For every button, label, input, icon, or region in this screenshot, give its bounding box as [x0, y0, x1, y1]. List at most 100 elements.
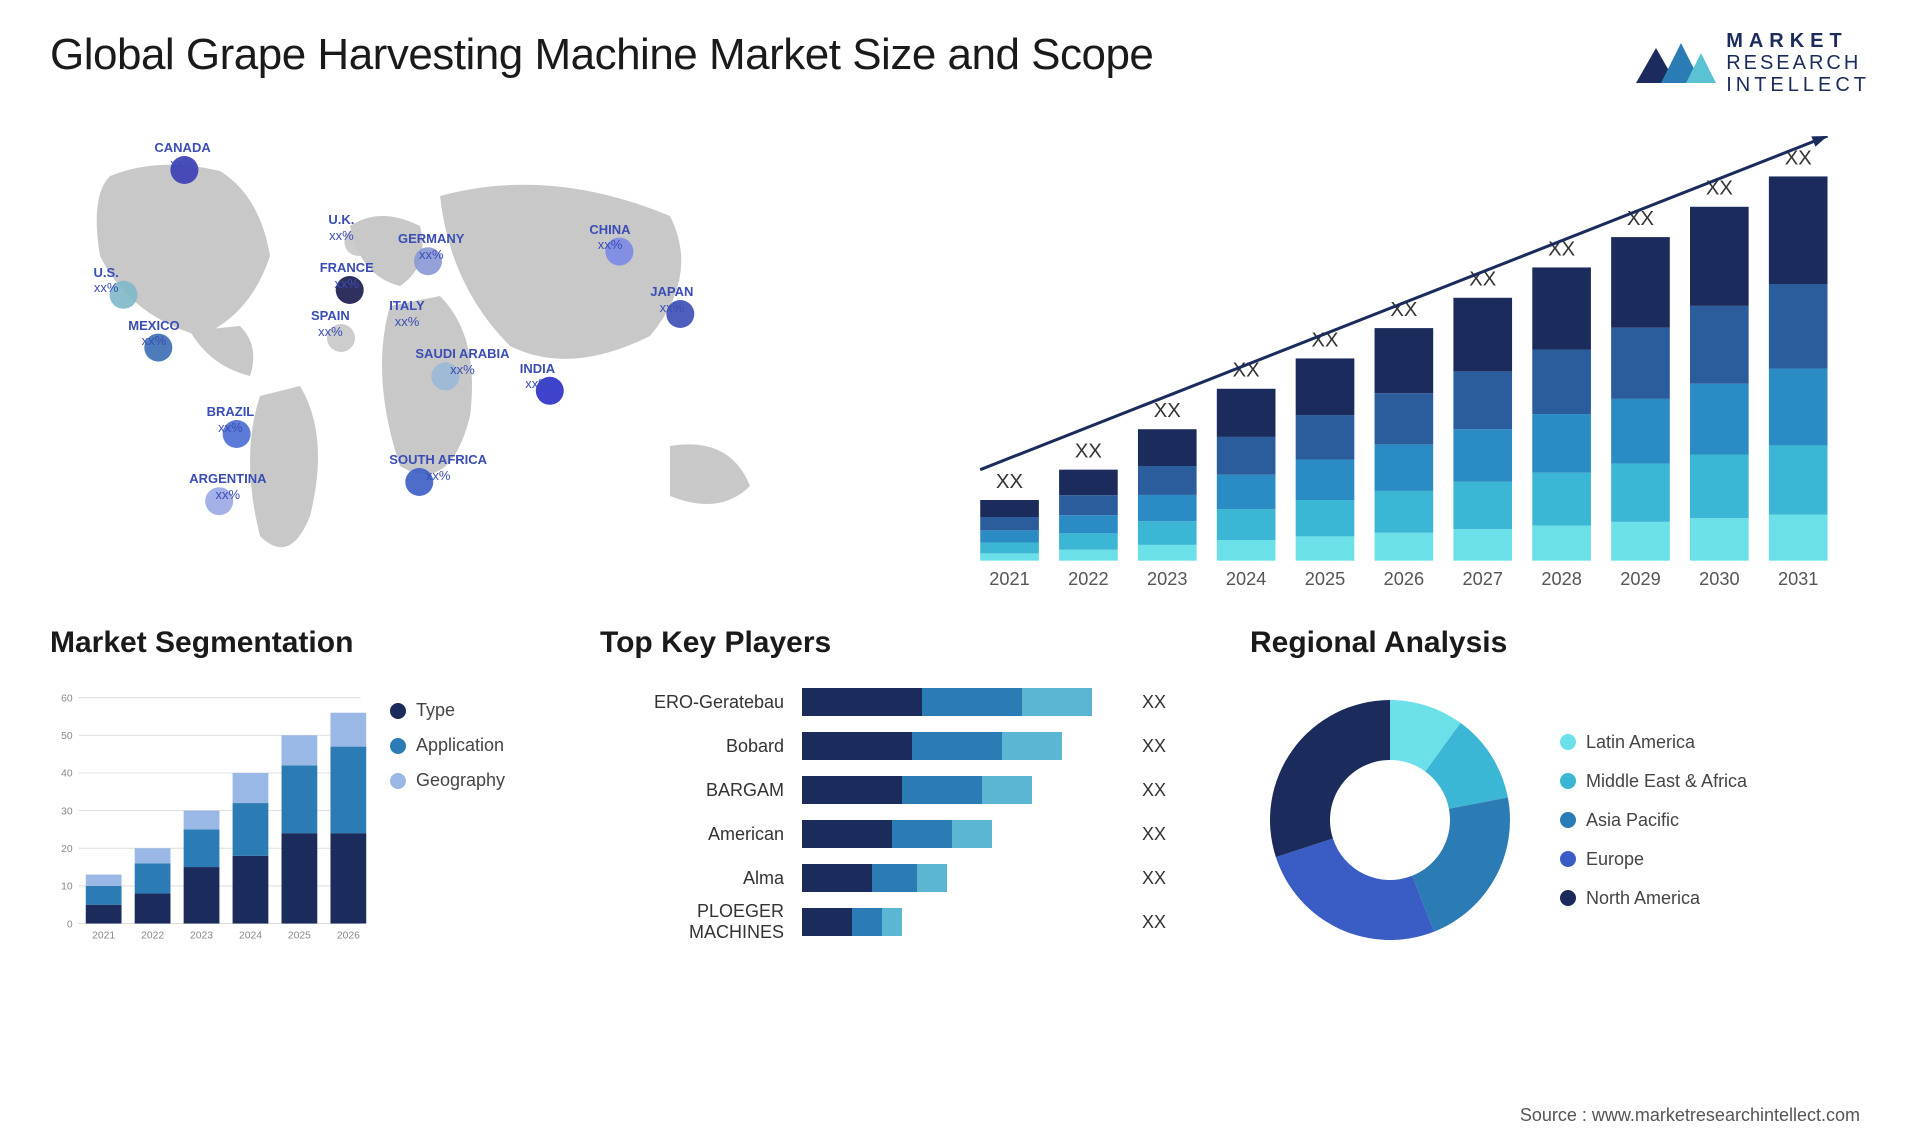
player-bar-segment	[892, 820, 952, 848]
logo-text-3: INTELLECT	[1726, 74, 1870, 96]
svg-text:10: 10	[61, 882, 73, 893]
growth-chart: 2021XX2022XX2023XX2024XX2025XX2026XX2027…	[960, 136, 1870, 601]
player-bar-segment	[922, 688, 1022, 716]
player-bar	[802, 732, 1122, 760]
logo-text-1: MARKET	[1726, 30, 1870, 52]
player-value: XX	[1142, 824, 1166, 845]
logo-text-2: RESEARCH	[1726, 52, 1870, 74]
map-label-u-s-: U.S.xx%	[94, 265, 119, 296]
player-bar-segment	[917, 864, 947, 892]
player-label: Bobard	[600, 736, 790, 757]
page-title: Global Grape Harvesting Machine Market S…	[50, 30, 1153, 80]
regional-donut-chart	[1250, 680, 1530, 960]
legend-swatch-icon	[390, 703, 406, 719]
player-row: BobardXX	[600, 724, 1220, 768]
player-bar-segment	[802, 820, 892, 848]
legend-swatch-icon	[1560, 812, 1576, 828]
player-row: American XX	[600, 812, 1220, 856]
svg-text:XX: XX	[1154, 400, 1181, 422]
svg-text:60: 60	[61, 693, 73, 704]
regional-title: Regional Analysis	[1250, 626, 1870, 660]
player-row: BARGAM XX	[600, 768, 1220, 812]
map-label-u-k-: U.K.xx%	[328, 212, 354, 243]
logo-mark-icon	[1636, 33, 1716, 93]
svg-text:20: 20	[61, 844, 73, 855]
player-value: XX	[1142, 692, 1166, 713]
svg-text:2025: 2025	[288, 931, 311, 942]
svg-text:2021: 2021	[92, 931, 115, 942]
svg-text:2030: 2030	[1699, 569, 1739, 589]
regional-legend-item: Europe	[1560, 849, 1747, 870]
player-value: XX	[1142, 912, 1166, 933]
svg-text:2023: 2023	[1147, 569, 1187, 589]
svg-text:40: 40	[61, 769, 73, 780]
legend-swatch-icon	[1560, 890, 1576, 906]
legend-label: Type	[416, 700, 455, 721]
legend-swatch-icon	[1560, 734, 1576, 750]
player-value: XX	[1142, 780, 1166, 801]
player-bar-segment	[882, 908, 902, 936]
svg-text:XX: XX	[1627, 208, 1654, 230]
player-label: BARGAM	[600, 780, 790, 801]
svg-text:2022: 2022	[1068, 569, 1108, 589]
player-bar	[802, 820, 1122, 848]
regional-legend-item: Latin America	[1560, 732, 1747, 753]
regional-panel: Regional Analysis Latin America Middle Ea…	[1250, 626, 1870, 980]
map-label-italy: ITALYxx%	[389, 298, 424, 329]
svg-text:2023: 2023	[190, 931, 213, 942]
player-bar	[802, 776, 1122, 804]
regional-legend-item: North America	[1560, 888, 1747, 909]
svg-text:XX: XX	[1075, 441, 1102, 463]
player-label: ERO-Geratebau	[600, 692, 790, 713]
segmentation-title: Market Segmentation	[50, 626, 570, 660]
player-row: AlmaXX	[600, 856, 1220, 900]
svg-text:2022: 2022	[141, 931, 164, 942]
svg-text:2024: 2024	[239, 931, 262, 942]
players-chart: ERO-GeratebauXXBobardXXBARGAMXXAmericanX…	[600, 680, 1220, 980]
segmentation-chart: 0102030405060202120222023202420252026	[50, 680, 370, 960]
legend-label: Application	[416, 735, 504, 756]
segmentation-legend-item: Type	[390, 700, 505, 721]
world-map-panel: CANADAxx%U.S.xx%MEXICOxx%BRAZILxx%ARGENT…	[50, 116, 920, 596]
player-label: PLOEGER MACHINES	[600, 901, 790, 943]
svg-text:2024: 2024	[1226, 569, 1266, 589]
svg-text:2028: 2028	[1541, 569, 1581, 589]
player-bar-segment	[1022, 688, 1092, 716]
segmentation-legend-item: Geography	[390, 770, 505, 791]
legend-label: Europe	[1586, 849, 1644, 870]
svg-text:2026: 2026	[337, 931, 360, 942]
map-label-south-africa: SOUTH AFRICAxx%	[389, 452, 487, 483]
player-bar-segment	[852, 908, 882, 936]
brand-logo: MARKET RESEARCH INTELLECT	[1636, 30, 1870, 96]
player-bar-segment	[902, 776, 982, 804]
map-label-japan: JAPANxx%	[650, 284, 693, 315]
regional-legend-item: Middle East & Africa	[1560, 771, 1747, 792]
svg-text:XX: XX	[996, 471, 1023, 493]
map-label-canada: CANADAxx%	[154, 140, 210, 171]
regional-legend-item: Asia Pacific	[1560, 810, 1747, 831]
svg-text:50: 50	[61, 731, 73, 742]
player-bar-segment	[912, 732, 1002, 760]
player-bar-segment	[802, 864, 872, 892]
legend-label: Latin America	[1586, 732, 1695, 753]
svg-text:30: 30	[61, 806, 73, 817]
svg-text:2025: 2025	[1305, 569, 1345, 589]
legend-swatch-icon	[390, 738, 406, 754]
svg-text:2031: 2031	[1778, 569, 1818, 589]
player-bar-segment	[952, 820, 992, 848]
map-label-germany: GERMANYxx%	[398, 231, 464, 262]
segmentation-legend-item: Application	[390, 735, 505, 756]
legend-label: Asia Pacific	[1586, 810, 1679, 831]
player-bar-segment	[802, 776, 902, 804]
player-bar-segment	[802, 908, 852, 936]
svg-text:2027: 2027	[1463, 569, 1503, 589]
legend-swatch-icon	[390, 773, 406, 789]
player-row: PLOEGER MACHINES XX	[600, 900, 1220, 944]
player-label: American	[600, 824, 790, 845]
player-row: ERO-Geratebau XX	[600, 680, 1220, 724]
segmentation-panel: Market Segmentation 01020304050602021202…	[50, 626, 570, 980]
player-bar	[802, 908, 1122, 936]
map-label-spain: SPAINxx%	[311, 308, 350, 339]
regional-legend: Latin America Middle East & Africa Asia Pa…	[1560, 732, 1747, 909]
player-bar-segment	[872, 864, 917, 892]
